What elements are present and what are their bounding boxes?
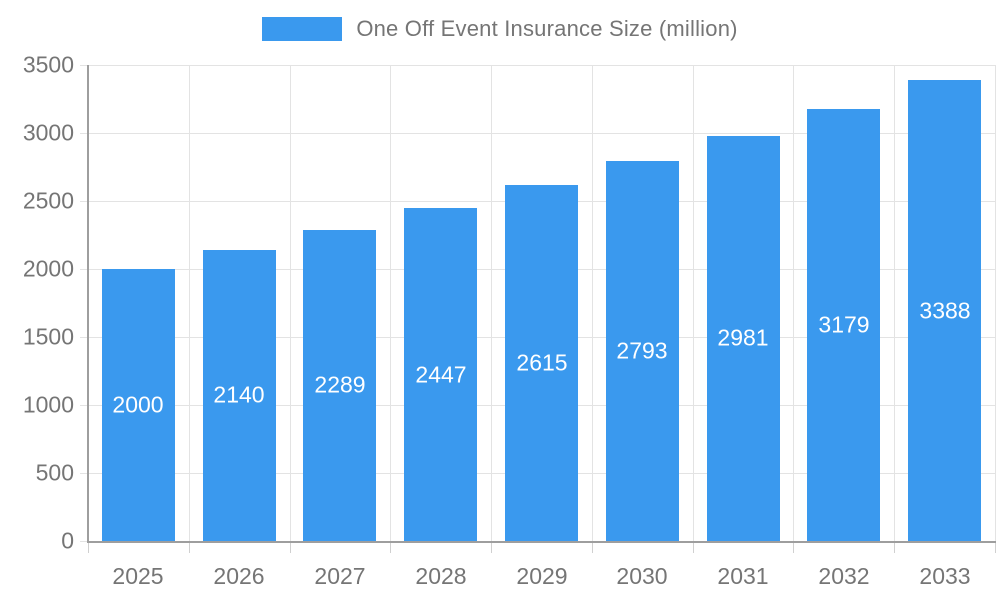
bar-2031[interactable] [707,136,780,541]
y-axis-tick-label: 3500 [22,51,74,78]
gridline-vertical [793,65,794,541]
x-axis-tick [88,541,89,553]
bar-value-label: 2289 [314,371,366,398]
gridline-vertical [995,65,996,541]
y-axis-tick [80,269,88,270]
bar-2025[interactable] [102,269,175,541]
gridline-vertical [189,65,190,541]
y-axis-tick [80,133,88,134]
chart-legend[interactable]: One Off Event Insurance Size (million) [0,16,1000,42]
y-axis-tick-label: 2500 [22,187,74,214]
y-axis-tick-label: 500 [35,459,74,486]
bar-2029[interactable] [505,185,578,541]
gridline-vertical [693,65,694,541]
gridline-horizontal [88,133,995,134]
gridline-vertical [592,65,593,541]
y-axis-tick-label: 2000 [22,255,74,282]
x-axis-tick-label: 2029 [516,563,568,589]
gridline-vertical [390,65,391,541]
x-axis-tick-label: 2028 [415,563,467,589]
bar-value-label: 3388 [919,297,971,324]
x-axis-tick-label: 2032 [818,563,870,589]
gridline-vertical [290,65,291,541]
x-axis-tick-label: 2033 [919,563,971,589]
bar-2033[interactable] [908,80,981,541]
y-axis-tick [80,337,88,338]
y-axis-tick-label: 1000 [22,391,74,418]
x-axis-tick [793,541,794,553]
y-axis-tick [80,473,88,474]
x-axis-tick [491,541,492,553]
bar-2026[interactable] [203,250,276,541]
bar-2028[interactable] [404,208,477,541]
bar-value-label: 2981 [717,324,769,351]
y-axis-tick [80,405,88,406]
x-axis-line [87,541,996,543]
x-axis-tick [894,541,895,553]
x-axis-tick-label: 2027 [314,563,366,589]
x-axis-tick-label: 2026 [213,563,265,589]
y-axis-tick-label: 3000 [22,119,74,146]
x-axis-tick [995,541,996,553]
x-axis-tick-label: 2030 [616,563,668,589]
gridline-horizontal [88,65,995,66]
bar-value-label: 3179 [818,311,870,338]
legend-label: One Off Event Insurance Size (million) [356,16,738,41]
y-axis-tick [80,541,88,542]
x-axis-tick-label: 2031 [717,563,769,589]
y-axis-tick [80,201,88,202]
y-axis-tick-label: 0 [61,527,74,554]
bar-2032[interactable] [807,109,880,541]
x-axis-tick [592,541,593,553]
y-axis-tick-label: 1500 [22,323,74,350]
y-axis-tick [80,65,88,66]
x-axis-tick-label: 2025 [112,563,164,589]
bar-value-label: 2447 [415,361,467,388]
bar-2030[interactable] [606,161,679,541]
bar-value-label: 2140 [213,381,265,408]
bar-value-label: 2615 [516,349,568,376]
bar-value-label: 2793 [616,337,668,364]
x-axis-tick [189,541,190,553]
x-axis-tick [693,541,694,553]
gridline-vertical [894,65,895,541]
x-axis-tick [390,541,391,553]
y-axis-line [87,65,89,543]
gridline-vertical [491,65,492,541]
x-axis-tick [290,541,291,553]
legend-color-swatch [262,17,343,41]
bar-value-label: 2000 [112,391,164,418]
bar-2027[interactable] [303,230,376,541]
